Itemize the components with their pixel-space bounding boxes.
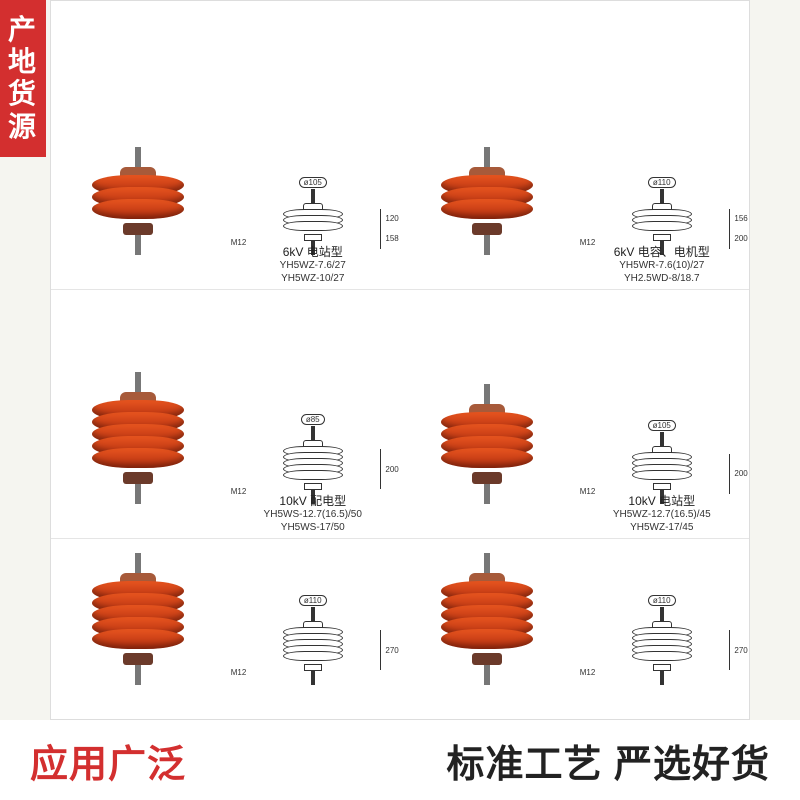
bottom-band: 应用广泛 标准工艺 严选好货 (0, 720, 800, 800)
cell-photo (51, 41, 226, 289)
catalog-row: ø110 270 M12 ø110 270 M12 (51, 539, 749, 719)
caption-main: 10kV 电站型 (575, 494, 750, 509)
dim-side-label: 120158 (380, 209, 398, 249)
caption-sub: YH5WR-7.6(10)/27 YH2.5WD-8/18.7 (575, 260, 750, 285)
dim-top-label: ø105 (648, 420, 676, 431)
m-label: M12 (580, 668, 596, 677)
caption-sub: YH5WZ-7.6/27 YH5WZ-10/27 (226, 260, 401, 285)
dim-top-label: ø110 (648, 595, 676, 606)
cell-photo (400, 290, 575, 538)
dim-side-label: 156200 (729, 209, 747, 249)
arrester-diagram: ø110270M12 (253, 607, 373, 685)
cell-diagram: ø105120158M126kV 电站型YH5WZ-7.6/27 YH5WZ-1… (226, 41, 401, 289)
diagram-caption: 6kV 电容、电机型YH5WR-7.6(10)/27 YH2.5WD-8/18.… (575, 245, 750, 285)
arrester-photo (92, 372, 184, 504)
diagram-caption: 6kV 电站型YH5WZ-7.6/27 YH5WZ-10/27 (226, 245, 401, 285)
arrester-photo (441, 147, 533, 255)
dim-side-label: 200 (380, 449, 398, 489)
diagram-caption: 10kV 配电型YH5WS-12.7(16.5)/50 YH5WS-17/50 (226, 494, 401, 534)
cell-photo (400, 41, 575, 289)
caption-main: 6kV 电站型 (226, 245, 401, 260)
caption-main: 10kV 配电型 (226, 494, 401, 509)
cell-diagram: ø110156200M126kV 电容、电机型YH5WR-7.6(10)/27 … (575, 41, 750, 289)
dim-side-label: 270 (380, 630, 398, 670)
dim-top-label: ø110 (648, 177, 676, 188)
cell-diagram: ø85200M1210kV 配电型YH5WS-12.7(16.5)/50 YH5… (226, 290, 401, 538)
caption-sub: YH5WS-12.7(16.5)/50 YH5WS-17/50 (226, 509, 401, 534)
cell-diagram: ø110 270 M12 (226, 539, 401, 719)
catalog-rows: ø105 120158 M12 6kV 电站型YH5WZ-7.6/27 YH5WZ-1… (51, 41, 749, 719)
catalog-row: ø85200M1210kV 配电型YH5WS-12.7(16.5)/50 YH5… (51, 290, 749, 539)
dim-top-label: ø85 (301, 414, 325, 425)
dim-top-label: ø105 (299, 177, 327, 188)
top-left-badge: 产地货源 (0, 0, 46, 157)
caption-main: 6kV 电容、电机型 (575, 245, 750, 260)
cell-photo (51, 290, 226, 538)
m-label: M12 (231, 668, 247, 677)
cell-photo (400, 539, 575, 719)
arrester-photo (92, 147, 184, 255)
dim-side-label: 270 (729, 630, 747, 670)
arrester-diagram: ø110270M12 (602, 607, 722, 685)
dim-top-label: ø110 (299, 595, 327, 606)
arrester-photo (441, 553, 533, 685)
arrester-diagram: ø85200M12 (253, 426, 373, 504)
cell-diagram: ø105200M1210kV 电站型YH5WZ-12.7(16.5)/45 YH… (575, 290, 750, 538)
arrester-photo (92, 553, 184, 685)
bottom-right-slogan: 标准工艺 严选好货 (446, 733, 770, 788)
arrester-photo (441, 384, 533, 504)
caption-sub: YH5WZ-12.7(16.5)/45 YH5WZ-17/45 (575, 509, 750, 534)
cell-photo (51, 539, 226, 719)
bottom-left-slogan: 应用广泛 (30, 733, 186, 788)
diagram-caption: 10kV 电站型YH5WZ-12.7(16.5)/45 YH5WZ-17/45 (575, 494, 750, 534)
catalog-row: ø105120158M126kV 电站型YH5WZ-7.6/27 YH5WZ-1… (51, 41, 749, 290)
cell-diagram: ø110 270 M12 (575, 539, 750, 719)
dim-side-label: 200 (729, 454, 747, 494)
catalog-frame: ø105 120158 M12 6kV 电站型YH5WZ-7.6/27 YH5WZ-1… (50, 0, 750, 720)
